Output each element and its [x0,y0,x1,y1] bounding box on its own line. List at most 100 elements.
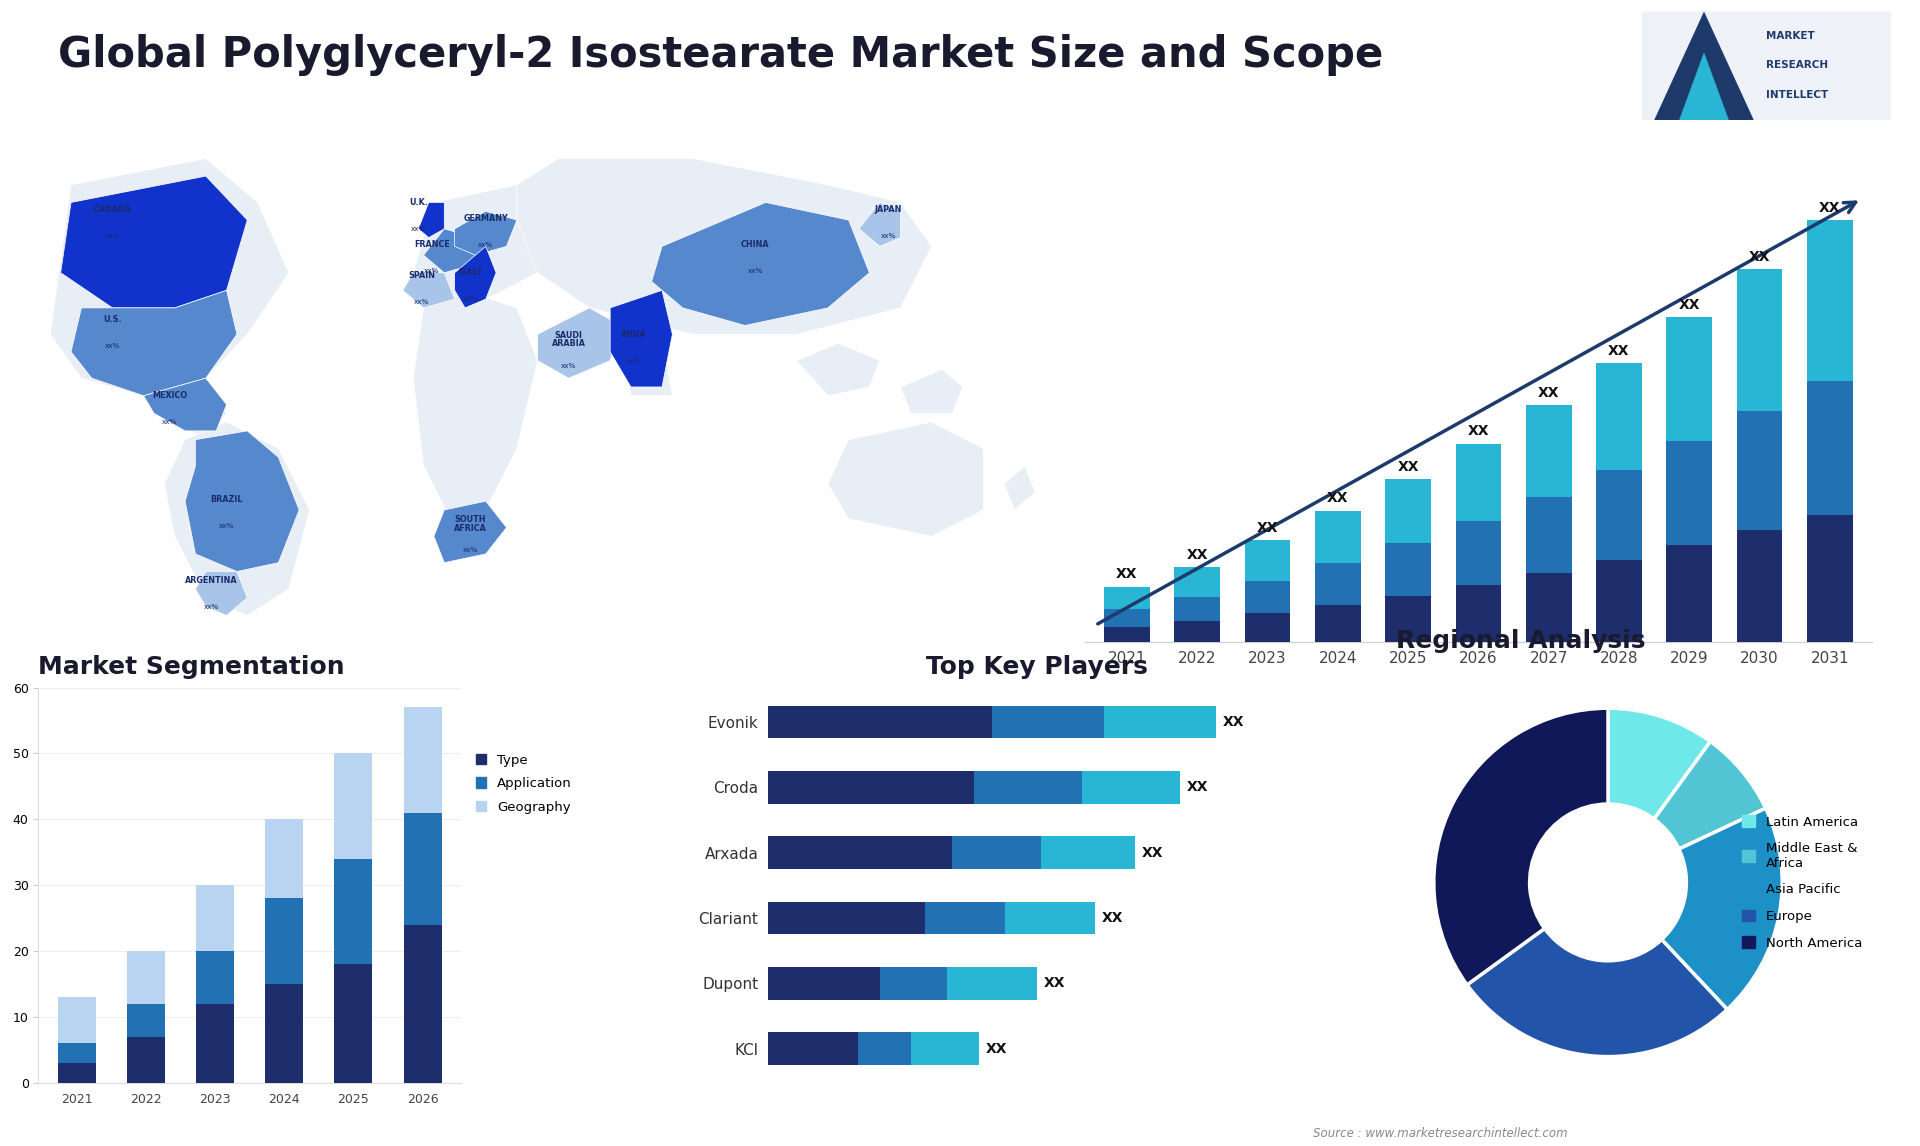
Bar [1384,479,1430,543]
Text: ARGENTINA: ARGENTINA [184,575,238,584]
Bar [768,771,973,803]
Bar [879,967,947,999]
Text: JAPAN: JAPAN [874,205,902,214]
Text: GERMANY: GERMANY [463,214,509,222]
Text: INTELLECT: INTELLECT [1766,91,1828,101]
Text: BRAZIL: BRAZIL [211,495,242,504]
Polygon shape [455,246,495,308]
Bar [58,1043,96,1063]
Bar [1807,380,1853,515]
Polygon shape [651,203,870,325]
Bar [1175,567,1219,597]
Text: XX: XX [1327,492,1348,505]
Text: RESEARCH: RESEARCH [1766,61,1828,70]
Text: XX: XX [1223,715,1244,729]
Wedge shape [1467,928,1728,1057]
Bar [768,902,925,934]
Text: XX: XX [1102,911,1123,925]
Bar [1104,627,1150,642]
Bar [265,984,303,1083]
Polygon shape [516,158,931,335]
Polygon shape [413,185,559,299]
Bar [1526,573,1572,642]
Polygon shape [434,501,507,563]
Polygon shape [455,211,516,256]
Polygon shape [71,290,236,395]
Bar [127,1037,165,1083]
Text: XX: XX [1609,344,1630,358]
Polygon shape [165,422,309,615]
Polygon shape [828,422,983,536]
Bar [768,837,952,869]
Polygon shape [413,290,538,527]
Bar [127,1004,165,1037]
Text: XX: XX [1044,976,1066,990]
Wedge shape [1434,708,1609,984]
Bar [1596,559,1642,642]
Text: MARKET: MARKET [1766,31,1814,40]
Text: xx%: xx% [463,296,478,303]
Text: xx%: xx% [463,548,478,554]
Text: Global Polyglyceryl-2 Isostearate Market Size and Scope: Global Polyglyceryl-2 Isostearate Market… [58,34,1382,77]
Polygon shape [419,203,444,237]
Bar [1041,837,1135,869]
Bar [912,1033,979,1065]
Polygon shape [797,343,879,395]
Bar [947,967,1037,999]
Bar [1455,586,1501,642]
Bar [973,771,1081,803]
Bar [1244,541,1290,581]
Bar [768,967,879,999]
Bar [1006,902,1094,934]
Text: xx%: xx% [415,299,430,305]
Polygon shape [620,335,672,395]
Polygon shape [184,431,300,572]
Polygon shape [424,229,476,273]
FancyBboxPatch shape [1642,11,1891,120]
Bar [196,951,234,1004]
Bar [768,1033,858,1065]
Bar [1175,621,1219,642]
Text: CANADA: CANADA [94,205,131,214]
Wedge shape [1607,708,1711,819]
Bar [1104,609,1150,627]
Bar [1667,544,1713,642]
Polygon shape [61,176,248,308]
Text: XX: XX [1187,780,1208,794]
Bar [1315,604,1361,642]
Text: XX: XX [1398,460,1419,474]
Polygon shape [50,158,288,395]
Bar [334,754,372,860]
Polygon shape [611,290,672,387]
Bar [952,837,1041,869]
Bar [127,951,165,1004]
Wedge shape [1661,808,1782,1010]
Text: SOUTH
AFRICA: SOUTH AFRICA [453,516,486,533]
Text: xx%: xx% [161,419,177,425]
Text: XX: XX [1678,298,1699,312]
Text: Source : www.marketresearchintellect.com: Source : www.marketresearchintellect.com [1313,1128,1567,1140]
Text: XX: XX [1116,567,1139,581]
Bar [1081,771,1181,803]
Bar [1315,511,1361,563]
Text: xx%: xx% [219,523,234,528]
Legend: Latin America, Middle East &
Africa, Asia Pacific, Europe, North America: Latin America, Middle East & Africa, Asi… [1736,810,1868,955]
Bar [196,1004,234,1083]
Bar [1526,405,1572,497]
Bar [768,706,993,738]
Text: xx%: xx% [424,268,440,274]
Bar [1455,521,1501,586]
Bar [925,902,1006,934]
Bar [1384,543,1430,596]
Text: U.S.: U.S. [104,315,121,324]
Legend: Type, Application, Geography: Type, Application, Geography [476,754,572,814]
Bar [1455,444,1501,521]
Bar [265,898,303,984]
Text: XX: XX [1467,424,1490,439]
Bar [1738,410,1782,529]
Bar [334,964,372,1083]
Text: xx%: xx% [747,268,762,274]
Bar [1244,581,1290,613]
Text: XX: XX [1258,521,1279,535]
Text: SAUDI
ARABIA: SAUDI ARABIA [551,331,586,348]
